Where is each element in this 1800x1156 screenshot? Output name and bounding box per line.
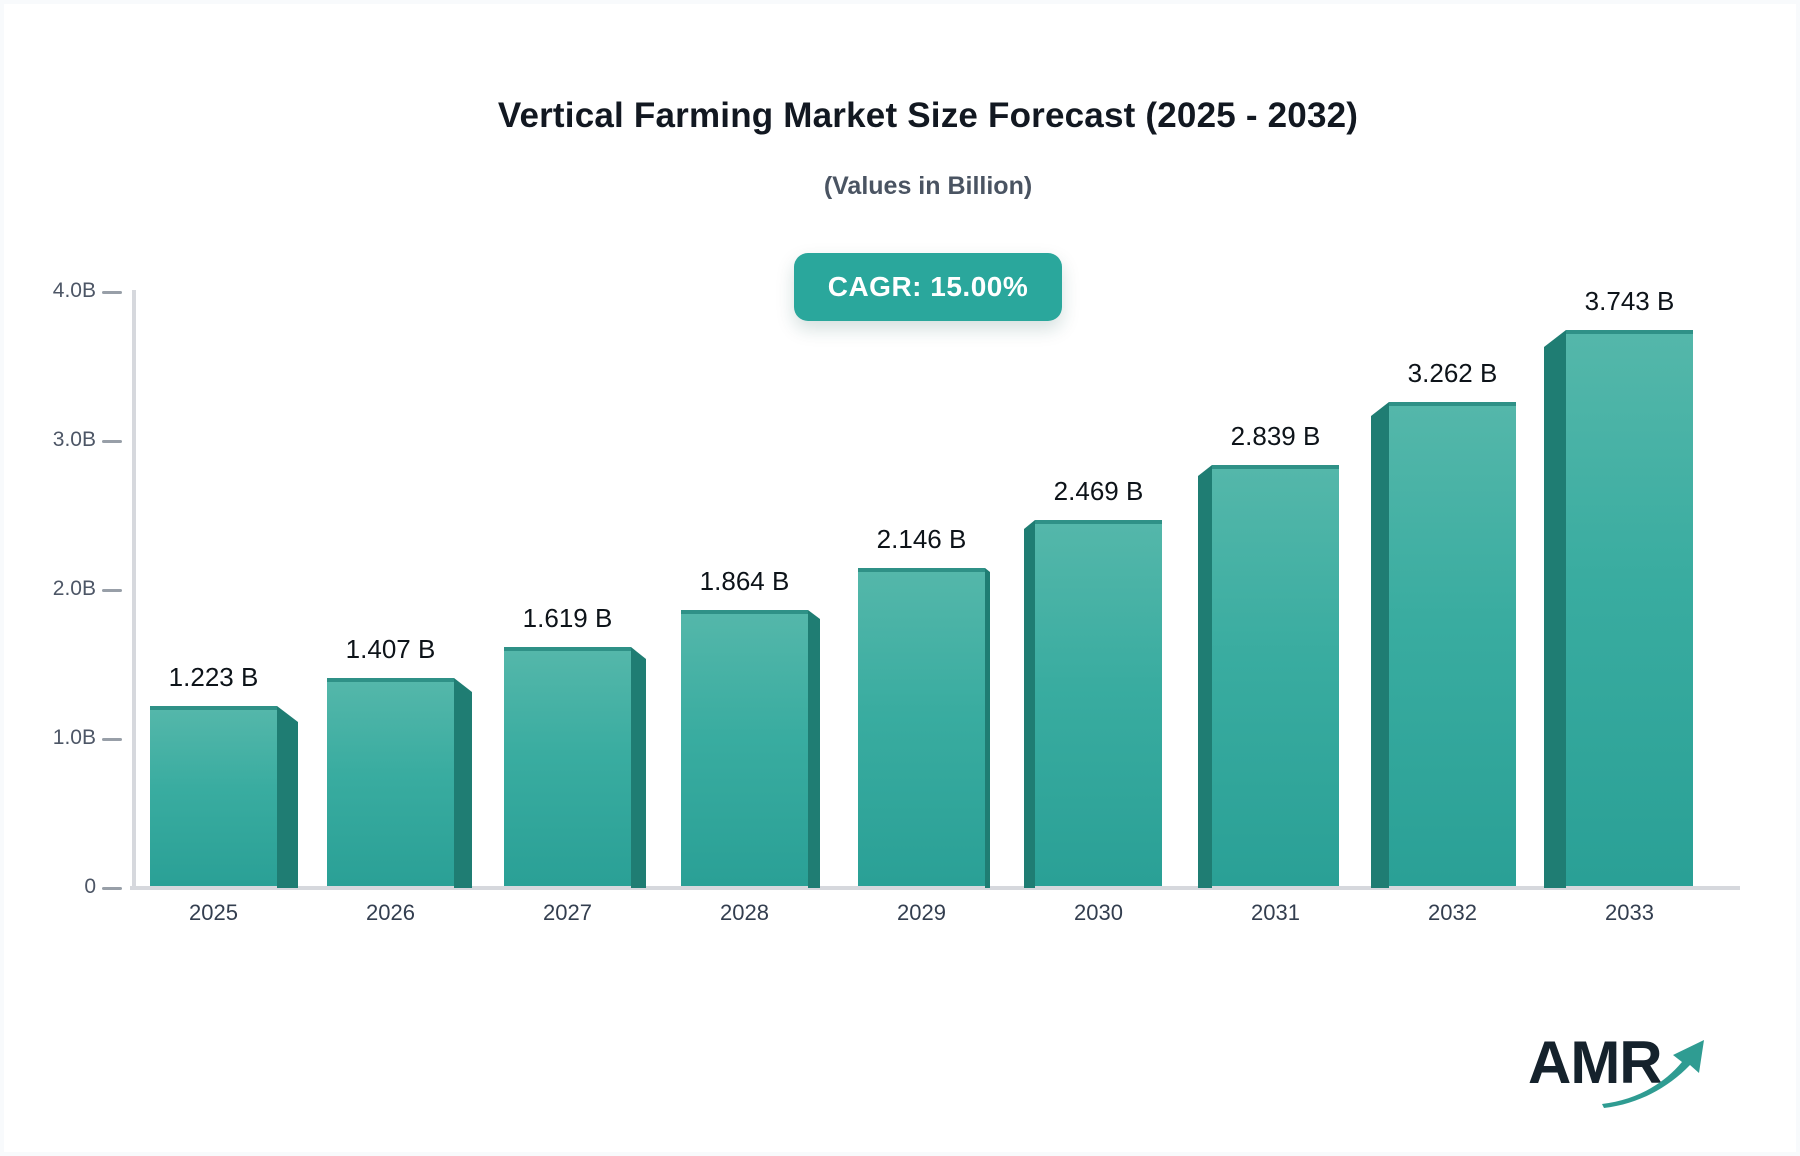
y-axis-tick-label: 0 bbox=[84, 875, 96, 898]
bar-2027 bbox=[504, 647, 631, 886]
amr-logo: AMR bbox=[1528, 1028, 1738, 1118]
y-axis-tick bbox=[102, 887, 122, 890]
bar-value-label: 1.407 B bbox=[345, 634, 436, 664]
y-axis-tick bbox=[102, 589, 122, 592]
x-axis-label-2029: 2029 bbox=[897, 900, 946, 925]
bar-2032 bbox=[1389, 402, 1516, 886]
bar-2025 bbox=[150, 706, 277, 886]
bar-2028 bbox=[681, 610, 808, 886]
bar-side-face bbox=[277, 706, 298, 888]
y-axis-tick bbox=[102, 738, 122, 741]
bar-side-face bbox=[1198, 465, 1212, 888]
bar-side-face bbox=[631, 647, 646, 888]
chart-subtitle: (Values in Billion) bbox=[823, 172, 1033, 200]
y-axis-tick bbox=[102, 440, 122, 443]
x-axis-label-2027: 2027 bbox=[543, 900, 592, 925]
bar-value-label: 2.469 B bbox=[1053, 476, 1144, 506]
bar-2026 bbox=[327, 678, 454, 886]
x-axis-label-2025: 2025 bbox=[189, 900, 238, 925]
bar-2033 bbox=[1566, 330, 1693, 886]
amr-logo-text: AMR bbox=[1528, 1029, 1663, 1096]
x-axis-label-2031: 2031 bbox=[1251, 900, 1300, 925]
bar-value-label: 2.146 B bbox=[876, 524, 967, 554]
bar-value-label: 3.743 B bbox=[1584, 286, 1675, 316]
y-axis-tick-label: 1.0B bbox=[52, 726, 96, 749]
x-axis-line bbox=[130, 886, 1740, 890]
y-axis-tick bbox=[102, 291, 122, 294]
bar-side-face bbox=[808, 610, 820, 888]
bar-value-label: 3.262 B bbox=[1407, 358, 1498, 388]
bar-side-face bbox=[454, 678, 472, 888]
x-axis-label-2028: 2028 bbox=[720, 900, 769, 925]
bar-side-face bbox=[1024, 520, 1035, 888]
bar-2029 bbox=[858, 568, 985, 886]
bar-2031 bbox=[1212, 465, 1339, 886]
y-axis-tick-label: 4.0B bbox=[52, 279, 96, 302]
x-axis-label-2030: 2030 bbox=[1074, 900, 1123, 925]
bar-side-face bbox=[1544, 330, 1566, 888]
bar-side-face bbox=[985, 568, 990, 888]
y-axis-line bbox=[132, 290, 136, 888]
chart-title: Vertical Farming Market Size Forecast (2… bbox=[497, 96, 1359, 135]
bar-value-label: 1.864 B bbox=[699, 566, 790, 596]
cagr-badge: CAGR: 15.00% bbox=[793, 253, 1063, 321]
x-axis-label-2032: 2032 bbox=[1428, 900, 1477, 925]
y-axis-tick-label: 2.0B bbox=[52, 577, 96, 600]
bar-side-face bbox=[1371, 402, 1389, 888]
y-axis-tick-label: 3.0B bbox=[52, 428, 96, 451]
growth-arrow-icon bbox=[1602, 1040, 1704, 1108]
bar-2030 bbox=[1035, 520, 1162, 886]
x-axis-label-2026: 2026 bbox=[366, 900, 415, 925]
bar-value-label: 1.619 B bbox=[522, 603, 613, 633]
bar-value-label: 2.839 B bbox=[1230, 421, 1321, 451]
cagr-badge-wrap: CAGR: 15.00% bbox=[28, 253, 1800, 321]
x-axis-label-2033: 2033 bbox=[1605, 900, 1654, 925]
bar-value-label: 1.223 B bbox=[168, 662, 259, 692]
